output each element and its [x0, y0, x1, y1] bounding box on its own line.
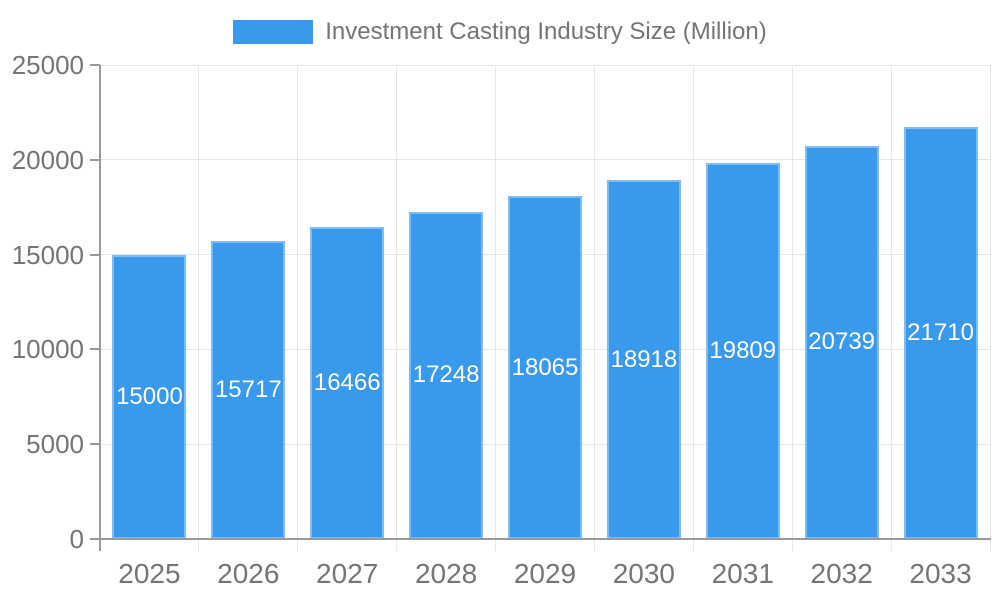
y-axis-tick	[90, 538, 100, 540]
bar-value-label: 21710	[907, 319, 974, 347]
bar-2027[interactable]: 16466	[310, 226, 385, 539]
bar-2031[interactable]: 19809	[705, 163, 780, 539]
x-axis-label: 2029	[513, 558, 577, 589]
y-axis-tick	[90, 64, 100, 66]
bar-value-label: 17248	[412, 361, 480, 389]
x-axis-label: 2026	[217, 558, 280, 589]
bar-value-label: 19809	[709, 337, 777, 365]
x-axis-label: 2028	[414, 558, 478, 589]
gridline-vertical	[890, 65, 892, 551]
gridline-horizontal	[100, 159, 990, 161]
gridline-vertical	[198, 65, 200, 551]
x-axis-line	[99, 538, 991, 540]
y-axis-tick	[90, 253, 100, 256]
gridline-vertical	[297, 65, 299, 551]
legend-label[interactable]: Investment Casting Industry Size (Millio…	[325, 18, 767, 45]
bar-2030[interactable]: 18918	[606, 180, 681, 539]
bar-value-label: 18065	[511, 353, 579, 381]
gridline-vertical	[495, 65, 497, 551]
y-axis-label: 10000	[11, 334, 84, 365]
bar-2032[interactable]: 20739	[804, 145, 879, 539]
y-axis-label: 20000	[11, 144, 84, 175]
y-axis-label: 15000	[11, 239, 84, 270]
y-axis-label: 25000	[11, 50, 84, 80]
gridline-horizontal	[100, 64, 990, 66]
y-axis-label: 5000	[26, 429, 84, 460]
x-axis-label: 2033	[909, 558, 972, 589]
x-axis-label: 2027	[316, 558, 379, 589]
bar-value-label: 18918	[610, 345, 678, 373]
y-axis-tick	[90, 443, 100, 446]
y-axis-line	[99, 65, 101, 551]
gridline-vertical	[692, 65, 694, 551]
gridline-vertical	[396, 65, 398, 551]
x-axis-label: 2031	[711, 558, 774, 589]
gridline-vertical	[989, 65, 991, 551]
bar-2025[interactable]: 15000	[112, 254, 187, 539]
x-axis-label: 2025	[118, 558, 181, 589]
y-axis-label: 0	[69, 524, 84, 554]
gridline-vertical	[791, 65, 793, 551]
gridline-vertical	[593, 65, 595, 551]
legend-swatch[interactable]	[233, 20, 314, 44]
bar-2026[interactable]: 15717	[211, 241, 286, 539]
bar-value-label: 15717	[214, 375, 282, 403]
bar-value-label: 16466	[313, 368, 381, 396]
bar-2033[interactable]: 21710	[903, 127, 978, 539]
bar-value-label: 15000	[116, 382, 183, 410]
y-axis-tick	[90, 348, 100, 351]
legend[interactable]: Investment Casting Industry Size (Millio…	[0, 18, 1000, 46]
x-axis-label: 2030	[612, 558, 676, 589]
y-axis-tick	[90, 158, 100, 161]
plot-area: 0 5000 10000 15000 20000 25000 15000 2025 15717 2…	[12, 50, 991, 589]
x-axis-label: 2032	[810, 558, 873, 589]
bar-value-label: 20739	[808, 328, 876, 356]
bar-2029[interactable]: 18065	[508, 196, 582, 539]
bar-2028[interactable]: 17248	[409, 211, 484, 539]
